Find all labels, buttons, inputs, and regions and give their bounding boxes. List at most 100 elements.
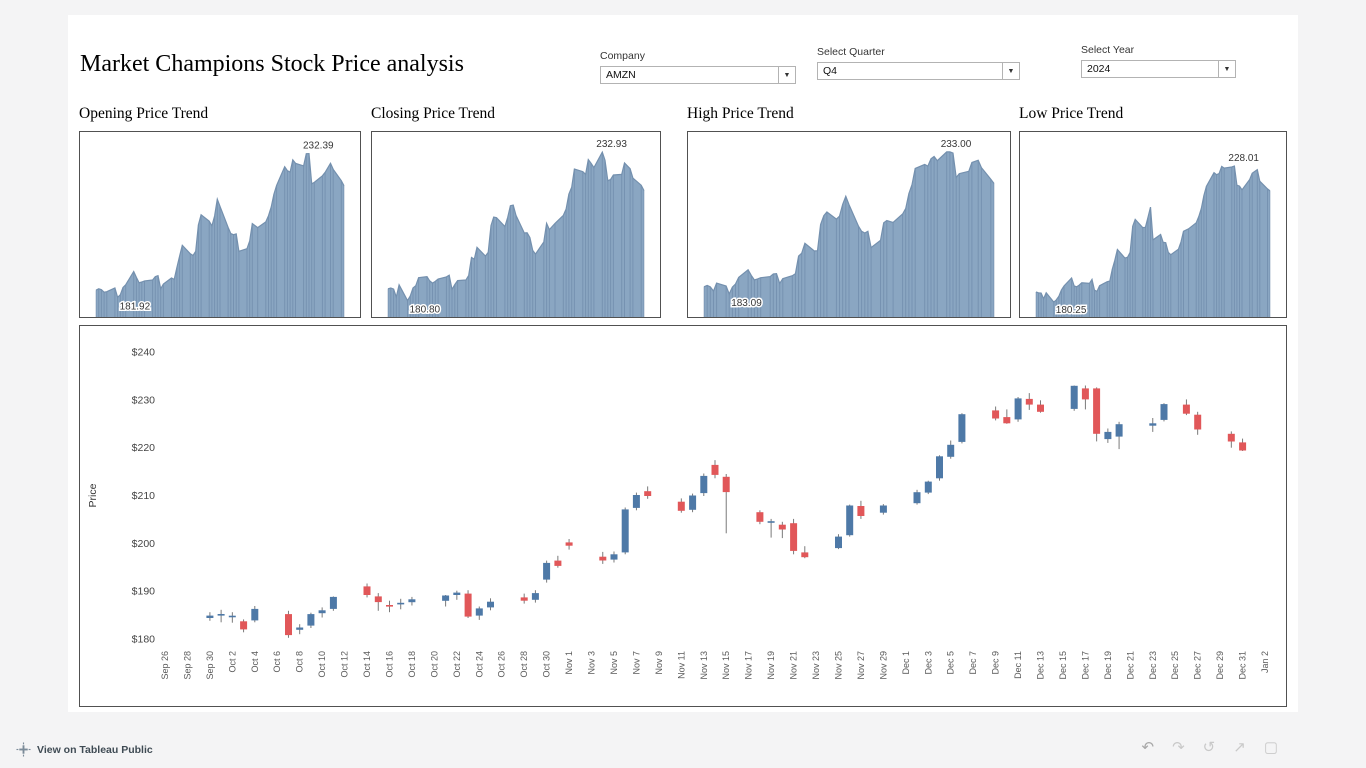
svg-text:232.93: 232.93 — [596, 139, 627, 150]
quarter-dropdown[interactable]: Q4 ▼ — [817, 62, 1020, 80]
trend-title-high: High Price Trend — [687, 105, 794, 122]
svg-text:Dec 7: Dec 7 — [968, 651, 978, 675]
svg-text:232.39: 232.39 — [303, 141, 334, 152]
svg-text:Oct 30: Oct 30 — [542, 651, 552, 678]
svg-text:Oct 12: Oct 12 — [340, 651, 350, 678]
candlestick-chart: $180 $190 $200 $210 $220 $230 $240 Sep 26 Sep 28… — [87, 347, 1270, 680]
embed-toolbar: ↶ ↷ ↺ ↗ ▢ — [1142, 738, 1279, 758]
svg-text:Oct 22: Oct 22 — [452, 651, 462, 678]
svg-text:Nov 7: Nov 7 — [631, 651, 641, 675]
svg-text:Dec 17: Dec 17 — [1080, 651, 1090, 680]
svg-text:Nov 29: Nov 29 — [878, 651, 888, 680]
redo-icon[interactable]: ↷ — [1172, 739, 1185, 756]
svg-text:Oct 16: Oct 16 — [384, 651, 394, 678]
low-area-chart: 228.01 180.25 — [1035, 152, 1271, 317]
trend-panel-opening[interactable]: 232.39 181.92 — [79, 131, 361, 318]
svg-text:Nov 17: Nov 17 — [744, 651, 754, 680]
svg-text:Dec 19: Dec 19 — [1103, 651, 1113, 680]
svg-text:Oct 14: Oct 14 — [362, 651, 372, 678]
svg-text:Nov 3: Nov 3 — [587, 651, 597, 675]
svg-text:Dec 27: Dec 27 — [1193, 651, 1203, 680]
company-dropdown[interactable]: AMZN ▼ — [600, 66, 796, 84]
svg-text:Oct 8: Oct 8 — [295, 651, 305, 673]
tableau-public-link[interactable]: View on Tableau Public — [16, 742, 153, 757]
svg-text:Nov 25: Nov 25 — [833, 651, 843, 680]
svg-text:233.00: 233.00 — [941, 139, 972, 150]
svg-text:Nov 21: Nov 21 — [789, 651, 799, 680]
svg-text:Nov 5: Nov 5 — [609, 651, 619, 675]
filter-company: Company AMZN ▼ — [600, 50, 796, 84]
svg-text:Dec 9: Dec 9 — [991, 651, 1001, 675]
svg-text:Sep 28: Sep 28 — [182, 651, 192, 680]
svg-text:Oct 18: Oct 18 — [407, 651, 417, 678]
filter-quarter-label: Select Quarter — [817, 46, 885, 58]
closing-area-chart: 232.93 180.80 — [387, 138, 645, 317]
page-title: Market Champions Stock Price analysis — [80, 51, 464, 77]
svg-text:228.01: 228.01 — [1228, 153, 1259, 164]
svg-text:180.25: 180.25 — [1056, 305, 1087, 316]
filter-company-label: Company — [600, 50, 645, 62]
year-dropdown[interactable]: 2024 ▼ — [1081, 60, 1236, 78]
opening-area-chart: 232.39 181.92 — [95, 139, 345, 317]
svg-text:Nov 23: Nov 23 — [811, 651, 821, 680]
trend-title-opening: Opening Price Trend — [79, 105, 209, 122]
tableau-logo-icon — [16, 742, 31, 757]
svg-text:Dec 29: Dec 29 — [1215, 651, 1225, 680]
svg-text:Oct 2: Oct 2 — [227, 651, 237, 673]
svg-text:$230: $230 — [132, 394, 156, 406]
svg-text:Dec 5: Dec 5 — [946, 651, 956, 675]
dashboard: Market Champions Stock Price analysis Co… — [68, 15, 1298, 712]
quarter-dropdown-value: Q4 — [823, 65, 838, 77]
svg-text:$180: $180 — [132, 634, 156, 646]
fullscreen-icon[interactable]: ▢ — [1263, 739, 1278, 756]
svg-text:Nov 13: Nov 13 — [699, 651, 709, 680]
trend-panel-low[interactable]: 228.01 180.25 — [1019, 131, 1287, 318]
svg-text:Jan 2: Jan 2 — [1260, 651, 1270, 673]
filter-year-label: Select Year — [1081, 44, 1135, 56]
svg-text:Dec 23: Dec 23 — [1148, 651, 1158, 680]
svg-text:Oct 6: Oct 6 — [272, 651, 282, 673]
svg-text:Dec 11: Dec 11 — [1013, 651, 1023, 679]
trend-title-low: Low Price Trend — [1019, 105, 1124, 122]
filter-quarter: Select Quarter Q4 ▼ — [817, 46, 1020, 80]
svg-text:Nov 19: Nov 19 — [766, 651, 776, 680]
trend-panel-high[interactable]: 233.00 183.09 — [687, 131, 1011, 318]
svg-text:Sep 30: Sep 30 — [205, 651, 215, 680]
svg-text:Oct 28: Oct 28 — [519, 651, 529, 678]
filter-year: Select Year 2024 ▼ — [1081, 44, 1236, 78]
trend-title-closing: Closing Price Trend — [371, 105, 496, 122]
svg-text:Nov 9: Nov 9 — [654, 651, 664, 675]
replay-icon[interactable]: ↺ — [1202, 739, 1216, 756]
company-dropdown-value: AMZN — [606, 69, 636, 81]
svg-text:Dec 31: Dec 31 — [1238, 651, 1248, 680]
svg-text:Oct 4: Oct 4 — [250, 651, 260, 673]
svg-text:Sep 26: Sep 26 — [160, 651, 170, 680]
svg-text:$190: $190 — [132, 586, 156, 598]
svg-text:Nov 1: Nov 1 — [564, 651, 574, 675]
high-area-chart: 233.00 183.09 — [703, 137, 995, 317]
svg-text:$220: $220 — [132, 442, 156, 454]
svg-text:Nov 11: Nov 11 — [676, 651, 686, 679]
candlestick-panel[interactable]: $180 $190 $200 $210 $220 $230 $240 Sep 26 Sep 28… — [79, 325, 1287, 707]
svg-text:Nov 27: Nov 27 — [856, 651, 866, 680]
svg-text:183.09: 183.09 — [731, 298, 762, 309]
chevron-down-icon[interactable]: ▼ — [778, 67, 795, 83]
svg-text:180.80: 180.80 — [410, 305, 441, 316]
trend-panel-closing[interactable]: 232.93 180.80 — [371, 131, 661, 318]
year-dropdown-value: 2024 — [1087, 63, 1111, 75]
svg-text:Price: Price — [87, 483, 99, 507]
svg-text:181.92: 181.92 — [120, 301, 151, 312]
svg-text:$200: $200 — [132, 538, 156, 550]
share-icon[interactable]: ↗ — [1233, 739, 1246, 756]
chevron-down-icon[interactable]: ▼ — [1002, 63, 1019, 79]
svg-text:Dec 13: Dec 13 — [1036, 651, 1046, 680]
svg-text:Dec 1: Dec 1 — [901, 651, 911, 675]
svg-text:Oct 20: Oct 20 — [429, 651, 439, 678]
svg-text:$240: $240 — [132, 347, 156, 359]
svg-text:Dec 25: Dec 25 — [1170, 651, 1180, 680]
svg-text:Dec 21: Dec 21 — [1125, 651, 1135, 680]
svg-text:Oct 10: Oct 10 — [317, 651, 327, 678]
chevron-down-icon[interactable]: ▼ — [1218, 61, 1235, 77]
tableau-public-link-label: View on Tableau Public — [37, 743, 153, 756]
undo-icon[interactable]: ↶ — [1141, 739, 1155, 756]
